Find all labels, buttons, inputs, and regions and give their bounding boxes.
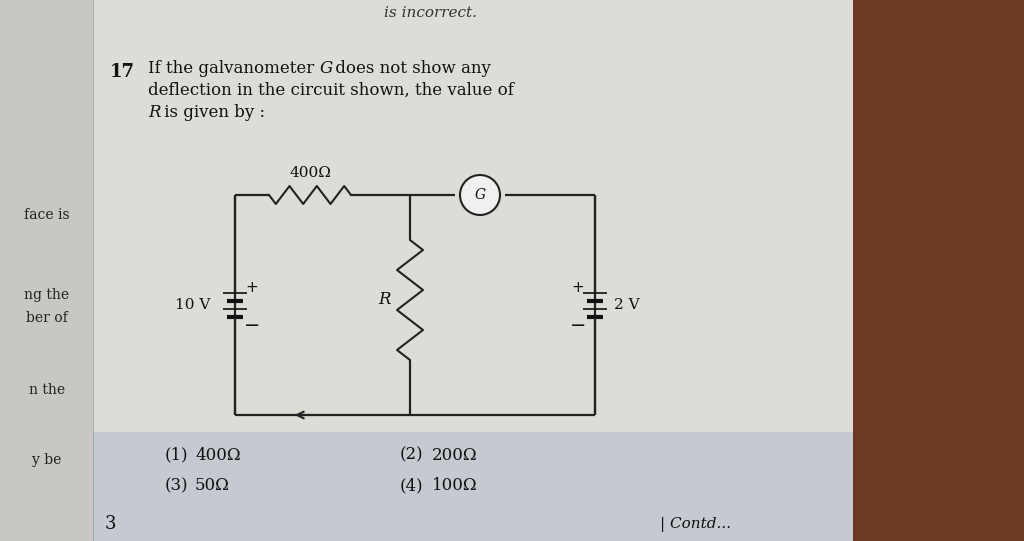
Text: ber of: ber of [27, 311, 68, 325]
Bar [93, 0, 853, 541]
Text: ng the: ng the [25, 288, 70, 302]
Text: (3): (3) [165, 478, 188, 494]
Text: | Contd...: | Contd... [660, 517, 731, 531]
Text: (1): (1) [165, 446, 188, 464]
Text: −: − [569, 315, 586, 334]
Text: 200Ω: 200Ω [432, 446, 477, 464]
Text: −: − [244, 315, 260, 334]
Circle shape [460, 175, 500, 215]
Text: 50Ω: 50Ω [195, 478, 229, 494]
Text: 400Ω: 400Ω [195, 446, 241, 464]
Text: (2): (2) [400, 446, 424, 464]
Bar [0, 0, 93, 541]
Text: 10 V: 10 V [175, 298, 211, 312]
Text: 3: 3 [104, 515, 116, 533]
Text: (4): (4) [400, 478, 424, 494]
Text: n the: n the [29, 383, 66, 397]
Text: is incorrect.: is incorrect. [384, 6, 476, 20]
Text: +: + [571, 280, 585, 294]
Text: y be: y be [33, 453, 61, 467]
Text: If the galvanometer: If the galvanometer [148, 60, 319, 77]
Text: +: + [246, 280, 258, 294]
Text: 100Ω: 100Ω [432, 478, 477, 494]
Text: 2 V: 2 V [614, 298, 640, 312]
Text: deflection in the circuit shown, the value of: deflection in the circuit shown, the val… [148, 82, 514, 99]
Text: 17: 17 [110, 63, 135, 81]
Bar [853, 0, 1024, 541]
Bar [93, 432, 853, 541]
Text: 400Ω: 400Ω [289, 166, 331, 180]
Text: R: R [379, 292, 391, 308]
Text: G: G [319, 60, 333, 77]
Text: G: G [474, 188, 485, 202]
Text: face is: face is [25, 208, 70, 222]
Text: is given by :: is given by : [159, 104, 265, 121]
Text: does not show any: does not show any [330, 60, 490, 77]
Text: R: R [148, 104, 161, 121]
